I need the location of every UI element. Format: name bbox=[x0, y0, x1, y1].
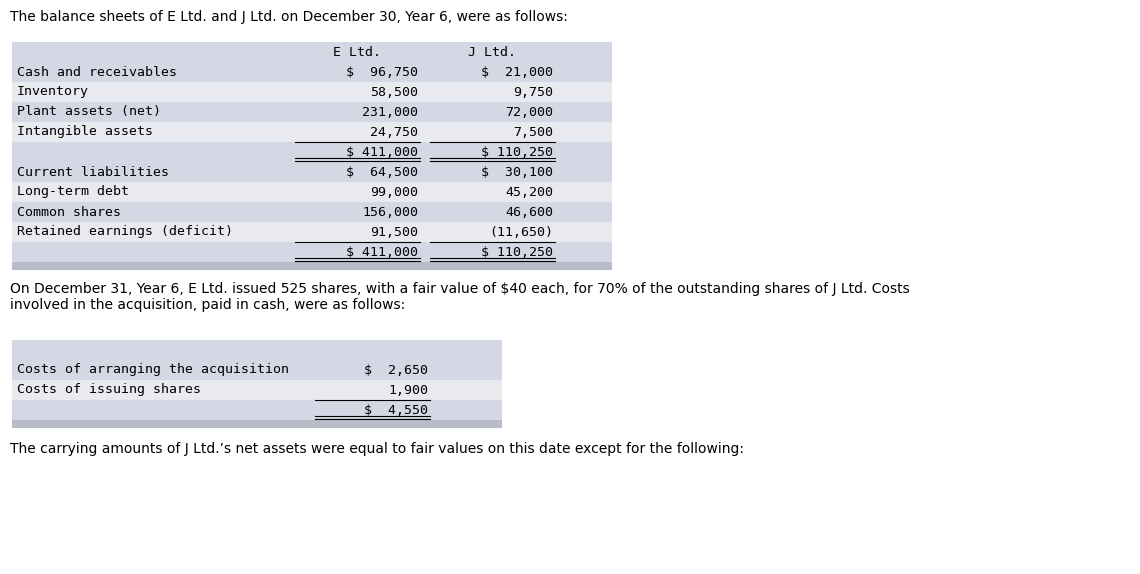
Bar bbox=[13, 400, 502, 420]
Text: Costs of issuing shares: Costs of issuing shares bbox=[17, 383, 201, 397]
Text: 231,000: 231,000 bbox=[363, 106, 418, 118]
Bar bbox=[13, 162, 612, 182]
Text: Long-term debt: Long-term debt bbox=[17, 185, 129, 199]
Bar bbox=[13, 360, 502, 420]
Text: Current liabilities: Current liabilities bbox=[17, 165, 169, 179]
Text: $ 110,250: $ 110,250 bbox=[481, 246, 553, 258]
Text: The carrying amounts of J Ltd.’s net assets were equal to fair values on this da: The carrying amounts of J Ltd.’s net ass… bbox=[10, 442, 744, 456]
Text: 46,600: 46,600 bbox=[505, 205, 553, 219]
Text: 1,900: 1,900 bbox=[388, 383, 428, 397]
Bar bbox=[13, 42, 612, 62]
Text: $  2,650: $ 2,650 bbox=[364, 363, 428, 377]
Bar bbox=[13, 62, 612, 82]
Text: (11,650): (11,650) bbox=[489, 226, 553, 239]
Bar bbox=[13, 202, 612, 222]
Bar bbox=[13, 102, 612, 122]
Bar bbox=[13, 360, 502, 380]
Text: Costs of arranging the acquisition: Costs of arranging the acquisition bbox=[17, 363, 290, 377]
Text: $ 110,250: $ 110,250 bbox=[481, 145, 553, 158]
Text: 24,750: 24,750 bbox=[370, 126, 418, 138]
Text: 91,500: 91,500 bbox=[370, 226, 418, 239]
Text: $  21,000: $ 21,000 bbox=[481, 65, 553, 79]
Text: $  96,750: $ 96,750 bbox=[347, 65, 418, 79]
Text: $  30,100: $ 30,100 bbox=[481, 165, 553, 179]
Text: J Ltd.: J Ltd. bbox=[469, 46, 516, 59]
Bar bbox=[13, 340, 502, 360]
Text: $ 411,000: $ 411,000 bbox=[347, 246, 418, 258]
Text: $ 411,000: $ 411,000 bbox=[347, 145, 418, 158]
Text: 72,000: 72,000 bbox=[505, 106, 553, 118]
Text: 45,200: 45,200 bbox=[505, 185, 553, 199]
Bar bbox=[13, 420, 502, 428]
Bar bbox=[13, 142, 612, 162]
Text: $  64,500: $ 64,500 bbox=[347, 165, 418, 179]
Bar bbox=[13, 242, 612, 262]
Text: Plant assets (net): Plant assets (net) bbox=[17, 106, 161, 118]
Bar bbox=[13, 62, 612, 262]
Text: 156,000: 156,000 bbox=[363, 205, 418, 219]
Text: E Ltd.: E Ltd. bbox=[333, 46, 381, 59]
Text: Cash and receivables: Cash and receivables bbox=[17, 65, 177, 79]
Text: The balance sheets of E Ltd. and J Ltd. on December 30, Year 6, were as follows:: The balance sheets of E Ltd. and J Ltd. … bbox=[10, 10, 568, 24]
Text: On December 31, Year 6, E Ltd. issued 525 shares, with a fair value of $40 each,: On December 31, Year 6, E Ltd. issued 52… bbox=[10, 282, 910, 312]
Text: 58,500: 58,500 bbox=[370, 86, 418, 99]
Text: 99,000: 99,000 bbox=[370, 185, 418, 199]
Bar bbox=[13, 262, 612, 270]
Text: Retained earnings (deficit): Retained earnings (deficit) bbox=[17, 226, 233, 239]
Text: 7,500: 7,500 bbox=[513, 126, 553, 138]
Text: Common shares: Common shares bbox=[17, 205, 121, 219]
Text: $  4,550: $ 4,550 bbox=[364, 404, 428, 417]
Text: Inventory: Inventory bbox=[17, 86, 89, 99]
Text: Intangible assets: Intangible assets bbox=[17, 126, 153, 138]
Text: 9,750: 9,750 bbox=[513, 86, 553, 99]
